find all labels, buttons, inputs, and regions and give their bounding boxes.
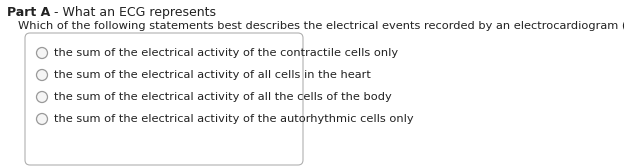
FancyBboxPatch shape bbox=[25, 33, 303, 165]
Text: Which of the following statements best describes the electrical events recorded : Which of the following statements best d… bbox=[18, 21, 624, 31]
Text: the sum of the electrical activity of all cells in the heart: the sum of the electrical activity of al… bbox=[54, 70, 371, 80]
Circle shape bbox=[36, 48, 47, 58]
Text: Part A: Part A bbox=[7, 6, 51, 19]
Text: the sum of the electrical activity of the autorhythmic cells only: the sum of the electrical activity of th… bbox=[54, 114, 413, 124]
Text: the sum of the electrical activity of the contractile cells only: the sum of the electrical activity of th… bbox=[54, 48, 397, 58]
Circle shape bbox=[36, 92, 47, 102]
Text: - What an ECG represents: - What an ECG represents bbox=[51, 6, 217, 19]
Text: the sum of the electrical activity of all the cells of the body: the sum of the electrical activity of al… bbox=[54, 92, 391, 102]
Circle shape bbox=[36, 114, 47, 124]
Circle shape bbox=[36, 70, 47, 80]
